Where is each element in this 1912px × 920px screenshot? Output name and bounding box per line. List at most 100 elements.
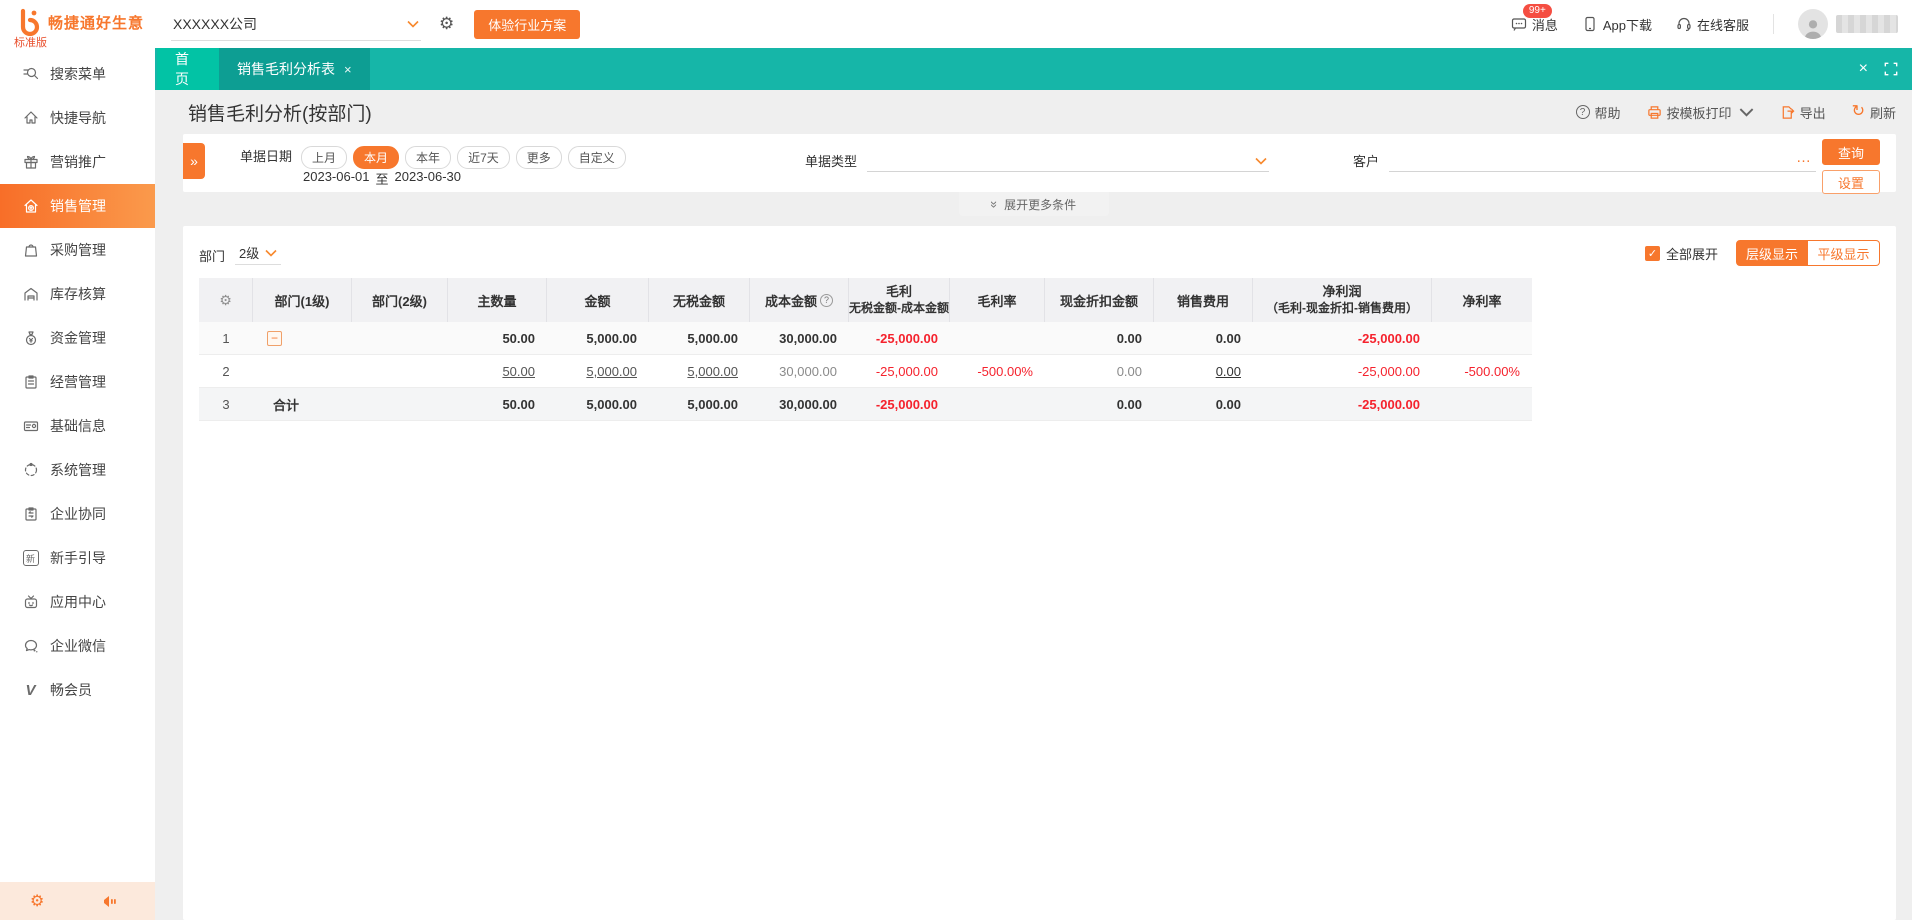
cell-cost: 30,000.00 bbox=[750, 388, 849, 421]
table-row: 2 50.00 5,000.00 5,000.00 30,000.00 -25,… bbox=[199, 355, 1532, 388]
col-net-amount[interactable]: 无税金额 bbox=[649, 278, 750, 322]
expand-more-conditions[interactable]: » 展开更多条件 bbox=[958, 192, 1109, 216]
print-template-button[interactable]: 按模板打印 bbox=[1647, 103, 1754, 122]
chevron-down-icon bbox=[1255, 157, 1267, 165]
sidebar-item-inventory[interactable]: 库存核算 bbox=[0, 272, 155, 316]
col-cost[interactable]: 成本金额 ? bbox=[750, 278, 849, 322]
query-button[interactable]: 查询 bbox=[1822, 139, 1880, 165]
collapse-filter-button[interactable]: » bbox=[183, 143, 205, 179]
sidebar-item-sales[interactable]: 销售管理 bbox=[0, 184, 155, 228]
sidebar-item-operations[interactable]: 经营管理 bbox=[0, 360, 155, 404]
chevron-down-icon bbox=[407, 20, 419, 28]
sidebar-item-purchase[interactable]: 采购管理 bbox=[0, 228, 155, 272]
col-profit-rate[interactable]: 净利率 bbox=[1432, 278, 1532, 322]
cell-amount-link[interactable]: 5,000.00 bbox=[586, 363, 637, 379]
cell-net-amount-link[interactable]: 5,000.00 bbox=[687, 363, 738, 379]
date-option-this-month[interactable]: 本月 bbox=[353, 146, 400, 169]
date-quick-options: 上月 本月 本年 近7天 更多 自定义 bbox=[301, 146, 626, 169]
id-card-icon bbox=[22, 418, 39, 435]
view-hierarchy-button[interactable]: 层级显示 bbox=[1736, 240, 1808, 266]
sidebar-item-collaboration[interactable]: 企业协同 bbox=[0, 492, 155, 536]
collapse-row-button[interactable]: − bbox=[267, 330, 282, 346]
sidebar-item-search-menu[interactable]: 搜索菜单 bbox=[0, 52, 155, 96]
refresh-button[interactable]: ↻ 刷新 bbox=[1852, 103, 1896, 122]
sidebar-item-funds[interactable]: 资金管理 bbox=[0, 316, 155, 360]
date-option-last-7-days[interactable]: 近7天 bbox=[457, 146, 510, 169]
col-cash-discount[interactable]: 现金折扣金额 bbox=[1045, 278, 1154, 322]
table-row: 1 − 50.00 5,000.00 5,000.00 30,000.00 -2… bbox=[199, 322, 1532, 355]
sidebar-item-label: 畅会员 bbox=[50, 682, 92, 698]
cell-total-label: 合计 bbox=[253, 388, 352, 421]
col-qty[interactable]: 主数量 bbox=[448, 278, 547, 322]
customer-picker-ellipsis-icon[interactable]: … bbox=[1796, 149, 1813, 166]
gear-icon[interactable]: ⚙ bbox=[439, 14, 455, 33]
date-option-this-year[interactable]: 本年 bbox=[405, 146, 452, 169]
view-flat-button[interactable]: 平级显示 bbox=[1808, 240, 1880, 266]
sidebar-item-member[interactable]: V 畅会员 bbox=[0, 668, 155, 712]
row-number: 1 bbox=[199, 322, 253, 355]
online-service-button[interactable]: 在线客服 bbox=[1676, 15, 1749, 34]
trial-industry-button[interactable]: 体验行业方案 bbox=[474, 9, 581, 39]
tab-close-icon[interactable]: × bbox=[344, 61, 352, 77]
col-amount[interactable]: 金额 bbox=[547, 278, 649, 322]
volume-mute-icon[interactable] bbox=[100, 894, 117, 909]
dept-level-select[interactable]: 2级 bbox=[235, 241, 282, 265]
doctype-select[interactable] bbox=[867, 148, 1270, 172]
date-option-last-month[interactable]: 上月 bbox=[301, 146, 348, 169]
sidebar-item-label: 企业微信 bbox=[50, 638, 106, 654]
settings-gear-icon[interactable]: ⚙ bbox=[30, 893, 45, 910]
fullscreen-icon[interactable] bbox=[1884, 62, 1898, 76]
brand-name: 畅捷通好生意 bbox=[48, 14, 145, 32]
sidebar-item-label: 资金管理 bbox=[50, 330, 106, 346]
company-select[interactable]: XXXXXX公司 bbox=[171, 8, 421, 41]
printer-icon bbox=[1647, 105, 1661, 119]
expand-all-checkbox[interactable]: ✓ 全部展开 bbox=[1644, 244, 1718, 263]
customer-filter-label: 客户 bbox=[1353, 153, 1380, 169]
settings-button[interactable]: 设置 bbox=[1822, 170, 1880, 194]
messages-count-badge: 99+ bbox=[1522, 3, 1552, 18]
cell-dept2 bbox=[352, 355, 448, 388]
cell-qty-link[interactable]: 50.00 bbox=[502, 363, 535, 379]
app-center-icon bbox=[22, 594, 39, 611]
col-dept2[interactable]: 部门(2级) bbox=[352, 278, 448, 322]
date-option-more[interactable]: 更多 bbox=[515, 146, 562, 169]
export-button[interactable]: 导出 bbox=[1780, 103, 1826, 122]
cell-cash-discount: 0.00 bbox=[1045, 388, 1154, 421]
sidebar-item-app-center[interactable]: 应用中心 bbox=[0, 580, 155, 624]
cell-dept2 bbox=[352, 322, 448, 355]
print-template-label: 按模板打印 bbox=[1666, 105, 1732, 121]
col-gross[interactable]: 毛利 （无税金额-成本金额） bbox=[849, 278, 950, 322]
app-download-button[interactable]: App下载 bbox=[1582, 15, 1652, 34]
col-gross-rate[interactable]: 毛利率 bbox=[950, 278, 1045, 322]
close-all-tabs-icon[interactable]: × bbox=[1858, 60, 1868, 77]
cell-profit-rate bbox=[1432, 322, 1532, 355]
collaboration-icon bbox=[22, 506, 39, 523]
date-option-custom[interactable]: 自定义 bbox=[567, 146, 626, 169]
date-from-input[interactable]: 2023-06-01 bbox=[303, 169, 370, 184]
sync-circle-icon bbox=[22, 462, 39, 479]
help-button[interactable]: ? 帮助 bbox=[1575, 103, 1621, 122]
tab-home[interactable]: 首页 bbox=[157, 48, 219, 90]
sidebar-item-quick-nav[interactable]: 快捷导航 bbox=[0, 96, 155, 140]
sidebar-item-system[interactable]: 系统管理 bbox=[0, 448, 155, 492]
messages-button[interactable]: 消息 99+ bbox=[1511, 3, 1558, 34]
user-menu[interactable] bbox=[1798, 9, 1898, 39]
cell-expense-link[interactable]: 0.00 bbox=[1215, 363, 1241, 379]
col-expense[interactable]: 销售费用 bbox=[1154, 278, 1253, 322]
gift-icon bbox=[22, 154, 39, 171]
col-dept1[interactable]: 部门(1级) bbox=[253, 278, 352, 322]
chevron-down-icon[interactable] bbox=[1739, 105, 1754, 120]
date-to-input[interactable]: 2023-06-30 bbox=[394, 169, 462, 184]
cost-help-icon[interactable]: ? bbox=[820, 293, 833, 307]
customer-input[interactable]: … bbox=[1389, 148, 1817, 172]
column-settings-gear-icon[interactable]: ⚙ bbox=[219, 291, 232, 308]
sidebar-item-wecom[interactable]: 企业微信 bbox=[0, 624, 155, 668]
table-header-row: ⚙ 部门(1级) 部门(2级) 主数量 金额 无税金额 成本金额 ? bbox=[199, 278, 1532, 322]
sidebar-item-base-info[interactable]: 基础信息 bbox=[0, 404, 155, 448]
tab-sales-gross-report[interactable]: 销售毛利分析表 × bbox=[219, 48, 370, 90]
sidebar-item-marketing[interactable]: 营销推广 bbox=[0, 140, 155, 184]
sidebar-item-newbie-guide[interactable]: 新 新手引导 bbox=[0, 536, 155, 580]
money-bag-icon bbox=[22, 330, 39, 347]
col-net-profit[interactable]: 净利润 （毛利-现金折扣-销售费用） bbox=[1253, 278, 1432, 322]
export-icon bbox=[1782, 105, 1795, 119]
